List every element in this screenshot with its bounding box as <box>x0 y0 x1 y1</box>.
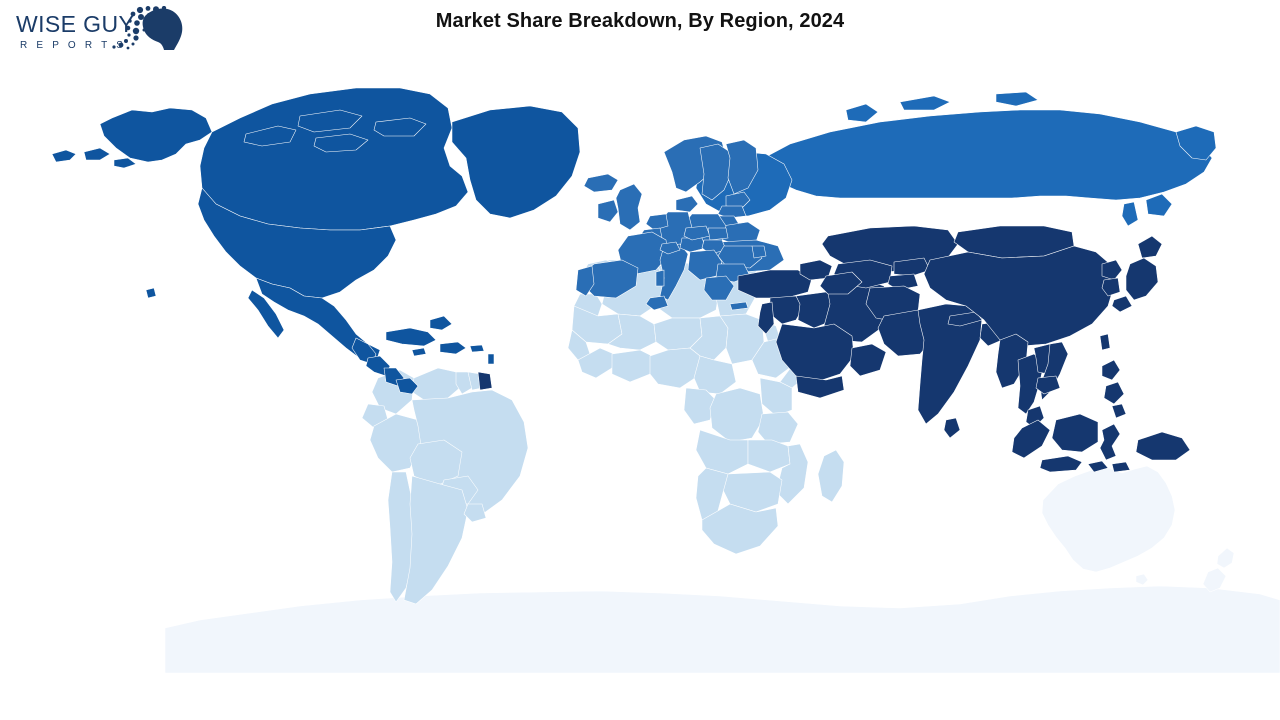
logo-wordmark-primary: WISE GUY <box>16 11 134 37</box>
region-oceania <box>1042 466 1234 592</box>
region-north-america <box>52 88 618 394</box>
header: WISE GUY R E P O R T S <box>0 0 1280 56</box>
region-europe <box>576 136 784 310</box>
region-russia <box>696 92 1216 226</box>
region-asia-pacific <box>738 226 1190 472</box>
logo-svg: WISE GUY R E P O R T S <box>16 5 183 51</box>
map-svg <box>0 48 1280 720</box>
wiseguy-reports-logo: WISE GUY R E P O R T S <box>14 5 200 54</box>
region-antarctica <box>165 586 1280 673</box>
page-title: Market Share Breakdown, By Region, 2024 <box>435 10 845 32</box>
head-network-icon <box>112 5 183 50</box>
region-south-america <box>362 368 528 604</box>
world-choropleth-map <box>0 48 1280 720</box>
logo-wordmark-secondary: R E P O R T S <box>20 40 126 51</box>
